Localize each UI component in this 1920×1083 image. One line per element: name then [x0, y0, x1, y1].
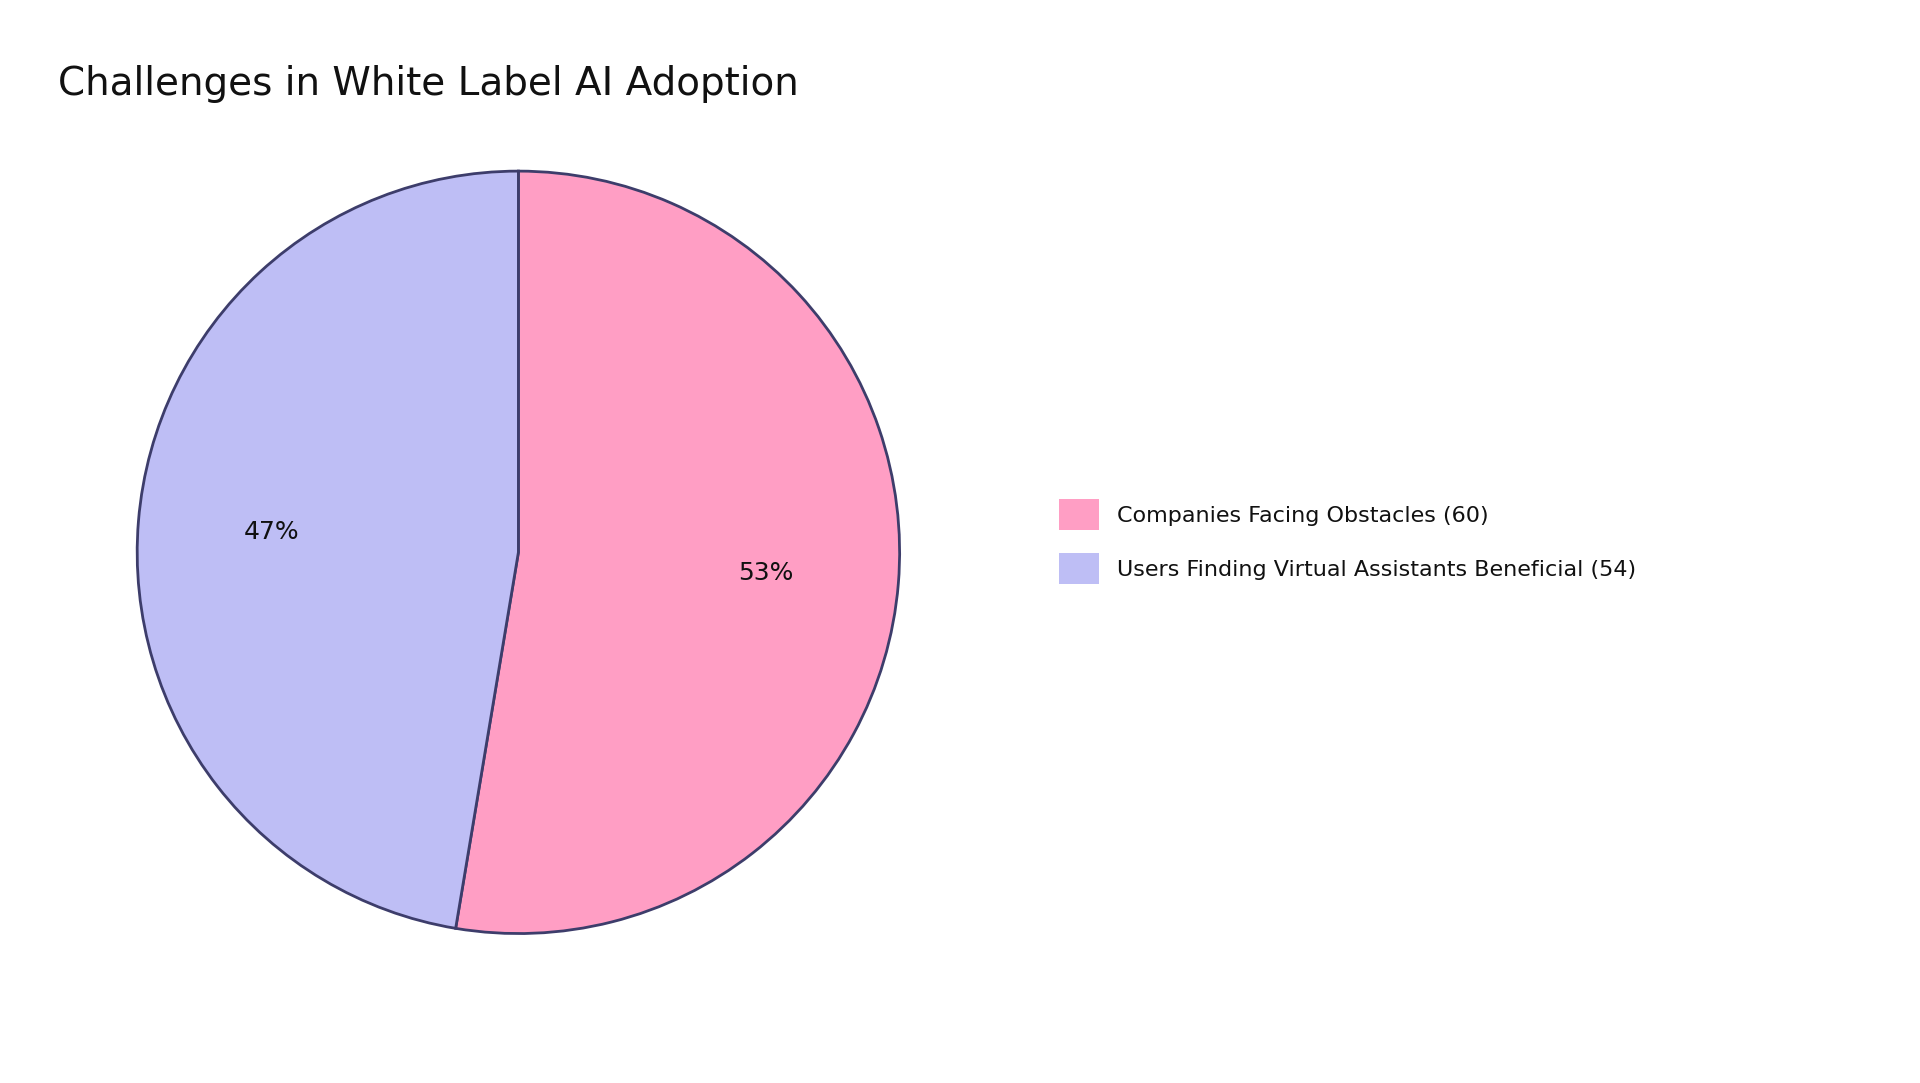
- Text: Challenges in White Label AI Adoption: Challenges in White Label AI Adoption: [58, 65, 799, 103]
- Wedge shape: [455, 171, 900, 934]
- Text: 53%: 53%: [737, 561, 793, 585]
- Text: 47%: 47%: [244, 520, 300, 544]
- Legend: Companies Facing Obstacles (60), Users Finding Virtual Assistants Beneficial (54: Companies Facing Obstacles (60), Users F…: [1048, 487, 1647, 596]
- Wedge shape: [136, 171, 518, 928]
